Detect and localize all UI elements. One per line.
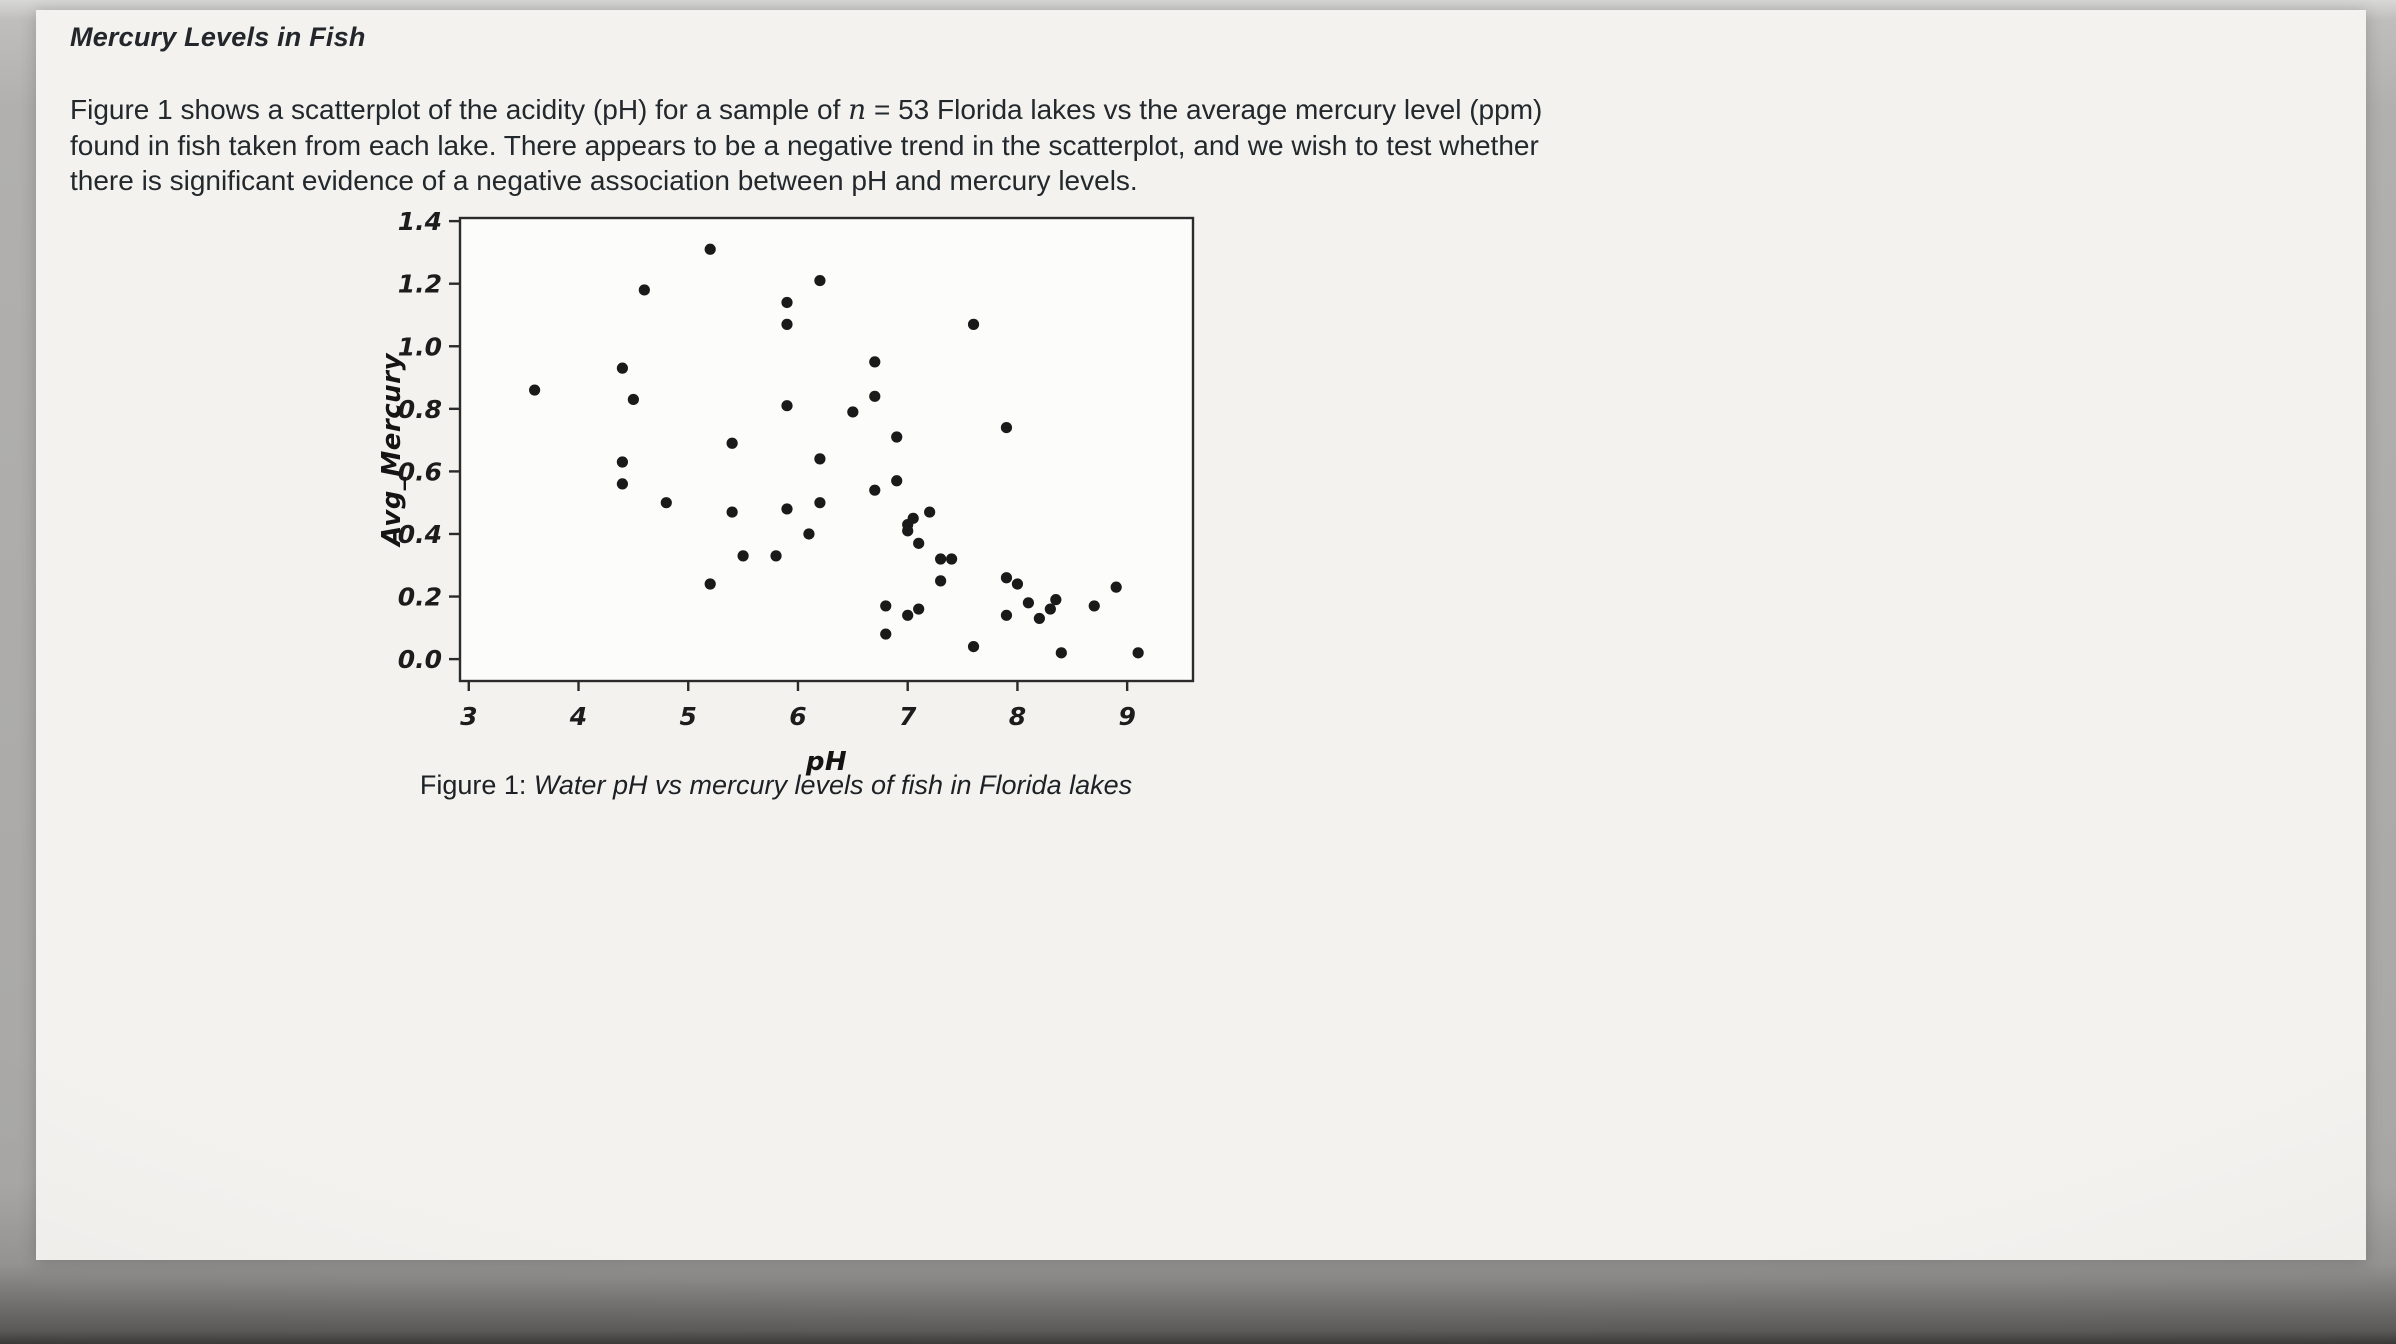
data-point <box>869 484 881 496</box>
data-point <box>638 284 650 296</box>
x-tick-label: 5 <box>680 702 697 731</box>
x-tick-label: 7 <box>899 702 917 731</box>
y-tick-label: 0.6 <box>398 457 442 486</box>
figure-caption-prefix: Figure 1: <box>419 770 534 800</box>
data-point <box>616 456 629 468</box>
data-point <box>902 609 914 621</box>
data-point <box>1000 572 1013 584</box>
sample-size-variable: n <box>848 93 867 126</box>
data-point <box>891 475 903 487</box>
data-point <box>1088 600 1100 612</box>
x-tick-label: 3 <box>460 702 477 731</box>
data-point <box>869 390 881 402</box>
data-point <box>1011 578 1024 590</box>
x-tick-label: 9 <box>1118 702 1135 731</box>
data-point <box>781 296 793 309</box>
data-point <box>1044 603 1056 615</box>
data-point <box>935 553 947 565</box>
data-point <box>907 512 919 524</box>
x-tick-label: 8 <box>1009 702 1026 731</box>
figure-caption-text: Water pH vs mercury levels of fish in Fl… <box>533 770 1133 800</box>
figure-1-scatterplot: 1.4 1.2 1.0 0.8 0.6 0.4 0.2 0.0 3 4 5 6 7 8 9 pH Avg_Mer… <box>377 207 1195 777</box>
data-point <box>1000 609 1013 621</box>
intro-text-pre: Figure 1 shows a scatterplot of the acid… <box>70 94 849 125</box>
data-point <box>726 437 738 449</box>
data-point <box>781 503 793 515</box>
data-point <box>726 506 738 518</box>
data-point <box>1055 647 1067 659</box>
x-axis-label: pH <box>805 747 847 777</box>
data-point <box>967 318 980 330</box>
data-point <box>704 578 716 590</box>
data-point <box>891 431 903 443</box>
y-tick-label: 1.0 <box>398 332 442 361</box>
y-tick-label: 1.4 <box>398 207 442 236</box>
plot-frame <box>458 216 1195 683</box>
data-point <box>880 600 892 612</box>
data-point <box>803 528 815 540</box>
data-point <box>781 318 793 330</box>
data-point <box>935 575 947 587</box>
data-point <box>1132 647 1144 659</box>
data-point <box>1110 581 1122 593</box>
y-tick-label: 1.2 <box>398 270 442 299</box>
x-tick-label: 4 <box>569 702 587 731</box>
data-point <box>781 400 793 412</box>
intro-paragraph: Figure 1 shows a scatterplot of the acid… <box>70 92 1570 199</box>
x-tick-label: 6 <box>789 702 806 731</box>
y-tick-label: 0.0 <box>398 645 442 674</box>
data-point <box>660 497 672 509</box>
document-page: Mercury Levels in Fish Figure 1 shows a … <box>36 10 2366 1260</box>
data-point <box>880 628 892 640</box>
data-point <box>967 640 980 653</box>
data-point <box>847 406 859 418</box>
y-tick-label: 0.2 <box>398 583 442 612</box>
y-axis-label: Avg_Mercury <box>377 353 407 548</box>
data-point <box>770 550 782 562</box>
y-tick-label: 0.8 <box>398 395 442 424</box>
data-point <box>529 384 541 396</box>
data-point <box>1050 594 1062 606</box>
data-point <box>902 525 914 537</box>
data-point <box>1022 597 1035 609</box>
data-point <box>737 550 749 562</box>
data-point <box>616 362 629 374</box>
data-point <box>869 356 881 368</box>
data-point <box>924 506 936 518</box>
intro-text-post: = 53 Florida lakes vs the average mercur… <box>70 94 1543 196</box>
data-point <box>913 603 925 615</box>
data-point <box>814 453 826 465</box>
page-title: Mercury Levels in Fish <box>70 22 366 52</box>
data-point <box>704 243 716 255</box>
data-point <box>814 274 826 287</box>
data-point <box>945 553 958 565</box>
figure-caption: Figure 1: Water pH vs mercury levels of … <box>326 770 1226 801</box>
data-point <box>913 537 925 549</box>
data-point <box>616 478 629 490</box>
data-point <box>1000 422 1013 434</box>
data-point <box>814 497 826 509</box>
data-point <box>627 393 639 406</box>
y-tick-label: 0.4 <box>398 520 442 549</box>
data-point <box>1033 612 1045 625</box>
